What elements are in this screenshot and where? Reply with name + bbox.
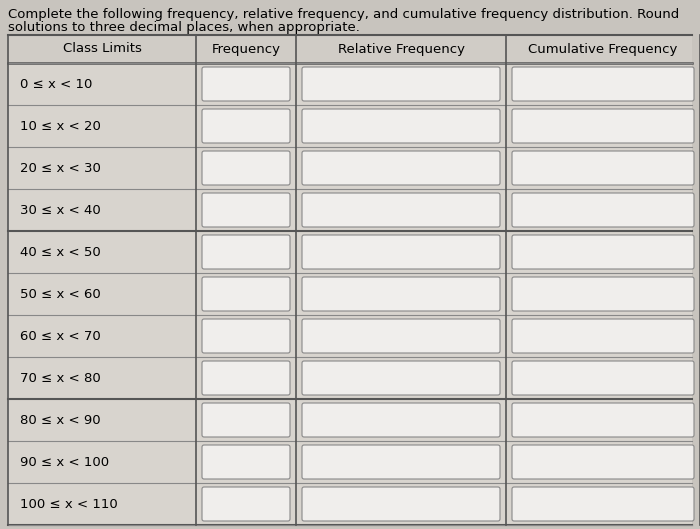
Text: Class Limits: Class Limits (62, 42, 141, 56)
FancyBboxPatch shape (202, 67, 290, 101)
Bar (8, 483, 692, 525)
Text: 50 ≤ x < 60: 50 ≤ x < 60 (20, 287, 101, 300)
FancyBboxPatch shape (202, 193, 290, 227)
Text: solutions to three decimal places, when appropriate.: solutions to three decimal places, when … (8, 21, 360, 34)
Text: 30 ≤ x < 40: 30 ≤ x < 40 (20, 204, 101, 216)
FancyBboxPatch shape (512, 109, 694, 143)
Text: Cumulative Frequency: Cumulative Frequency (528, 42, 678, 56)
FancyBboxPatch shape (512, 277, 694, 311)
FancyBboxPatch shape (202, 445, 290, 479)
FancyBboxPatch shape (512, 151, 694, 185)
FancyBboxPatch shape (302, 109, 500, 143)
FancyBboxPatch shape (512, 67, 694, 101)
Bar (8, 105, 692, 147)
Bar (8, 315, 692, 357)
FancyBboxPatch shape (302, 487, 500, 521)
FancyBboxPatch shape (302, 67, 500, 101)
Bar (8, 189, 692, 231)
FancyBboxPatch shape (202, 151, 290, 185)
Text: Relative Frequency: Relative Frequency (337, 42, 465, 56)
FancyBboxPatch shape (302, 445, 500, 479)
Text: 10 ≤ x < 20: 10 ≤ x < 20 (20, 120, 101, 132)
FancyBboxPatch shape (512, 193, 694, 227)
FancyBboxPatch shape (202, 403, 290, 437)
Bar (8, 147, 692, 189)
FancyBboxPatch shape (202, 109, 290, 143)
Bar (8, 441, 692, 483)
FancyBboxPatch shape (302, 277, 500, 311)
Bar (8, 35, 692, 63)
FancyBboxPatch shape (202, 319, 290, 353)
Bar (8, 399, 692, 441)
FancyBboxPatch shape (302, 319, 500, 353)
FancyBboxPatch shape (302, 361, 500, 395)
Text: 70 ≤ x < 80: 70 ≤ x < 80 (20, 371, 101, 385)
FancyBboxPatch shape (202, 277, 290, 311)
Text: 20 ≤ x < 30: 20 ≤ x < 30 (20, 161, 101, 175)
FancyBboxPatch shape (512, 361, 694, 395)
FancyBboxPatch shape (302, 403, 500, 437)
Bar (8, 357, 692, 399)
Text: 0 ≤ x < 10: 0 ≤ x < 10 (20, 78, 92, 90)
FancyBboxPatch shape (202, 487, 290, 521)
Bar (8, 63, 692, 105)
Bar (8, 273, 692, 315)
Bar (8, 231, 692, 273)
FancyBboxPatch shape (512, 319, 694, 353)
FancyBboxPatch shape (202, 361, 290, 395)
Text: Complete the following frequency, relative frequency, and cumulative frequency d: Complete the following frequency, relati… (8, 8, 679, 21)
Text: Frequency: Frequency (211, 42, 281, 56)
FancyBboxPatch shape (302, 235, 500, 269)
FancyBboxPatch shape (512, 445, 694, 479)
Text: 40 ≤ x < 50: 40 ≤ x < 50 (20, 245, 101, 259)
FancyBboxPatch shape (302, 193, 500, 227)
FancyBboxPatch shape (512, 235, 694, 269)
Text: 80 ≤ x < 90: 80 ≤ x < 90 (20, 414, 101, 426)
FancyBboxPatch shape (512, 403, 694, 437)
Text: 90 ≤ x < 100: 90 ≤ x < 100 (20, 455, 109, 469)
FancyBboxPatch shape (512, 487, 694, 521)
FancyBboxPatch shape (302, 151, 500, 185)
FancyBboxPatch shape (202, 235, 290, 269)
Text: 100 ≤ x < 110: 100 ≤ x < 110 (20, 497, 118, 510)
Text: 60 ≤ x < 70: 60 ≤ x < 70 (20, 330, 101, 342)
